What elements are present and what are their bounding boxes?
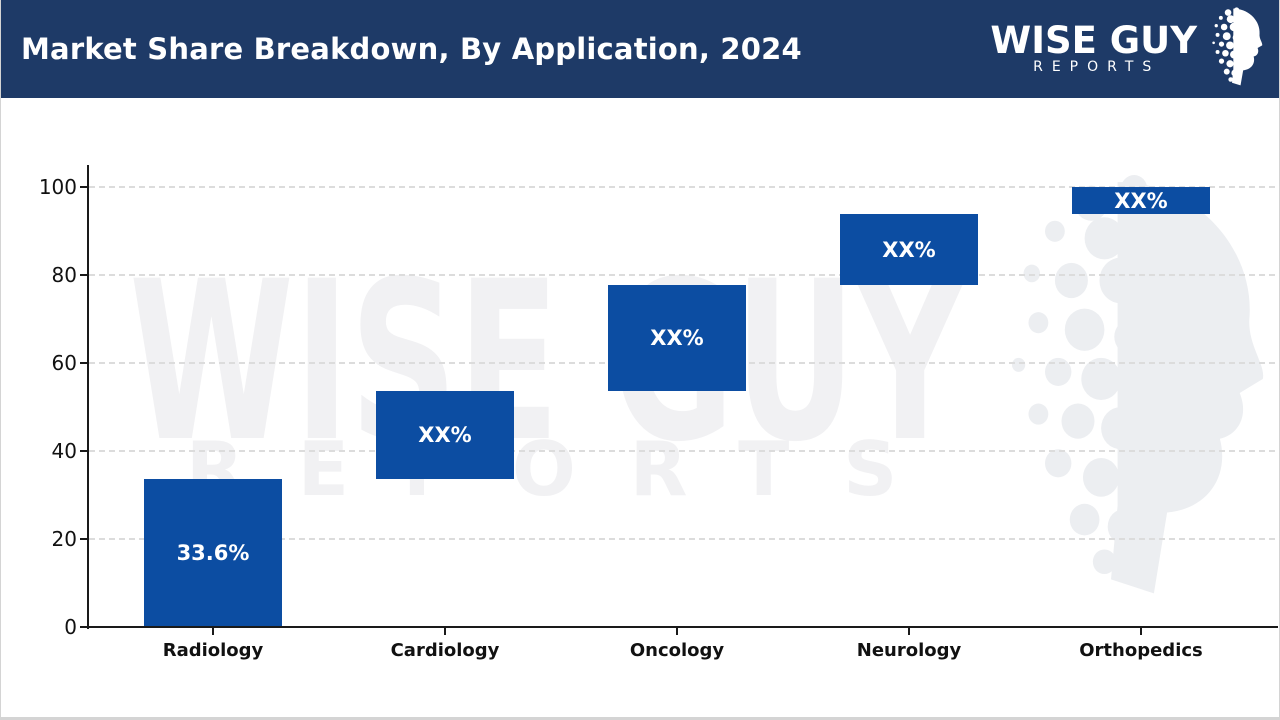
x-tick-label: Orthopedics <box>1079 640 1203 661</box>
x-tick-label: Neurology <box>856 640 962 661</box>
x-tick <box>212 628 214 635</box>
y-tick <box>80 538 88 540</box>
logo-wordmark: WISE GUY <box>990 19 1197 63</box>
y-tick-label: 60 <box>51 351 77 375</box>
y-tick-label: 80 <box>51 263 77 287</box>
grid-line <box>89 450 1278 452</box>
x-tick-label: Oncology <box>629 640 725 661</box>
grid-line <box>89 186 1278 188</box>
x-tick <box>676 628 678 635</box>
bar-value-label: XX% <box>1114 188 1168 213</box>
y-tick <box>80 362 88 364</box>
grid-line <box>89 274 1278 276</box>
x-tick <box>908 628 910 635</box>
y-tick <box>80 626 88 628</box>
logo-subtext: REPORTS <box>1033 58 1161 75</box>
x-axis <box>85 626 1278 628</box>
bar-orthopedics: XX% <box>1072 187 1210 215</box>
bar-value-label: XX% <box>418 423 472 448</box>
grid-line <box>89 538 1278 540</box>
bar-neurology: XX% <box>840 214 978 286</box>
x-tick-label: Cardiology <box>390 640 500 661</box>
x-tick-label: Radiology <box>162 640 264 661</box>
watermark-subtext: REPORTS <box>186 425 952 513</box>
y-tick-label: 20 <box>51 527 77 551</box>
bar-cardiology: XX% <box>376 391 514 480</box>
bar-value-label: 33.6% <box>176 541 250 566</box>
bar-radiology: 33.6% <box>144 479 282 627</box>
bar-value-label: XX% <box>650 326 704 351</box>
x-tick <box>1140 628 1142 635</box>
bar-value-label: XX% <box>882 237 936 262</box>
y-tick-label: 0 <box>64 615 77 639</box>
y-tick <box>80 274 88 276</box>
y-tick-label: 100 <box>38 175 77 199</box>
header-band: Market Share Breakdown, By Application, … <box>1 0 1279 98</box>
bar-oncology: XX% <box>608 285 746 392</box>
y-tick <box>80 450 88 452</box>
chart-title: Market Share Breakdown, By Application, … <box>21 32 802 66</box>
y-axis <box>87 165 89 629</box>
y-tick-label: 40 <box>51 439 77 463</box>
wise-guy-logo: WISE GUY REPORTS <box>990 6 1265 90</box>
y-tick <box>80 186 88 188</box>
logo-head-icon <box>1212 7 1263 86</box>
x-tick <box>444 628 446 635</box>
